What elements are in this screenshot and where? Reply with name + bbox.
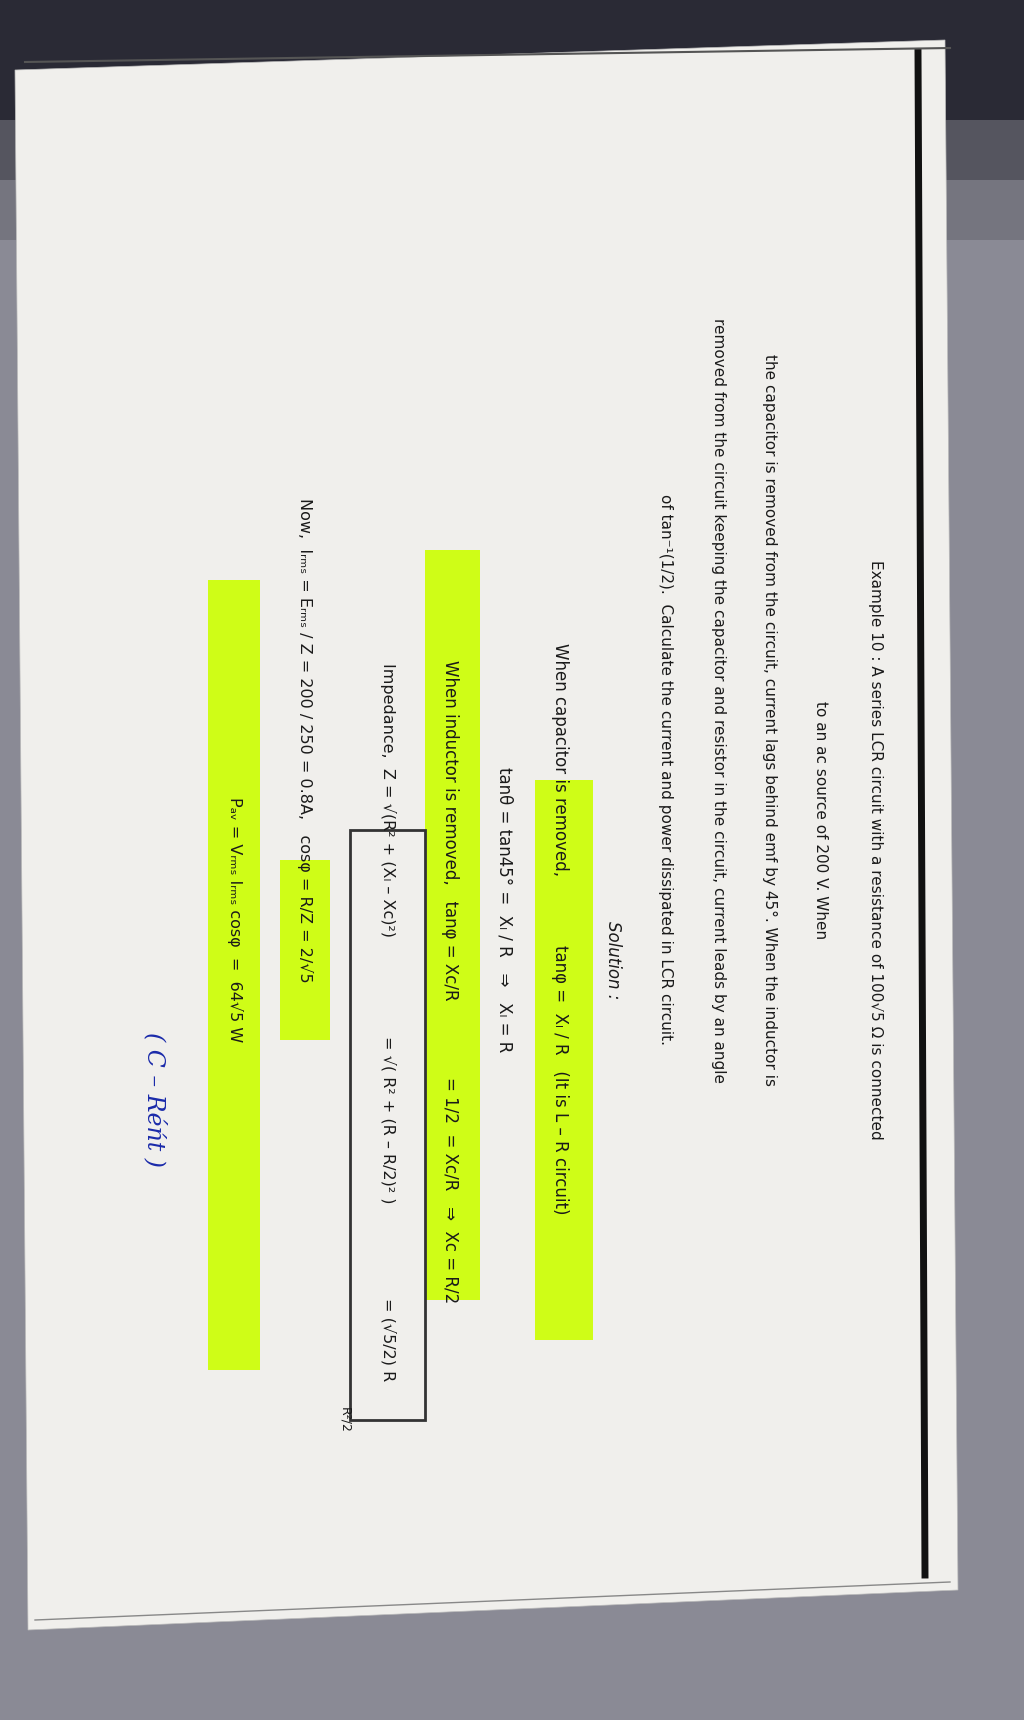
Text: removed from the circuit keeping the capacitor and resistor in the circuit, curr: removed from the circuit keeping the cap… (711, 318, 725, 1082)
Bar (280, 860, 330, 1041)
Text: R²/2: R²/2 (339, 1407, 351, 1433)
Text: Solution :: Solution : (604, 920, 622, 999)
Bar (0, 181, 1024, 241)
Bar (208, 580, 260, 1371)
Text: Pₐᵥ = Vᵣₘₛ Iᵣₘₛ cosφ  =  64√5 W: Pₐᵥ = Vᵣₘₛ Iᵣₘₛ cosφ = 64√5 W (227, 798, 243, 1042)
Text: tanφ =  Xₗ / R   (It is L – R circuit): tanφ = Xₗ / R (It is L – R circuit) (551, 946, 569, 1214)
Bar (425, 550, 480, 1300)
Text: Now,  Iᵣₘₛ = Eᵣₘₛ / Z = 200 / 250 = 0.8A,   cosφ = R/Z = 2/√5: Now, Iᵣₘₛ = Eᵣₘₛ / Z = 200 / 250 = 0.8A,… (297, 497, 313, 982)
Text: tanθ = tan45° =  Xₗ / R   ⇒   Xₗ = R: tanθ = tan45° = Xₗ / R ⇒ Xₗ = R (496, 767, 514, 1053)
Text: = (√5/2) R: = (√5/2) R (380, 1299, 395, 1381)
Text: Example 10 : A series LCR circuit with a resistance of 100√5 Ω is connected: Example 10 : A series LCR circuit with a… (867, 561, 883, 1140)
Text: = √( R² + (R – R/2)² ): = √( R² + (R – R/2)² ) (380, 1035, 395, 1204)
Bar (350, 831, 425, 1421)
Text: When capacitor is removed,: When capacitor is removed, (551, 643, 569, 877)
Text: Impedance,  Z = √(R² + (Xₗ – Xc)²): Impedance, Z = √(R² + (Xₗ – Xc)²) (380, 662, 396, 937)
Text: ( C – Réńt ): ( C – Réńt ) (143, 1032, 167, 1168)
Bar (0, 120, 1024, 181)
Bar (535, 779, 593, 1340)
Text: to an ac source of 200 V. When: to an ac source of 200 V. When (812, 702, 827, 939)
Bar (0, 241, 1024, 1720)
Text: the capacitor is removed from the circuit, current lags behind emf by 45°. When : the capacitor is removed from the circui… (763, 354, 777, 1085)
Polygon shape (15, 40, 958, 1631)
Text: of tan⁻¹(1/2).  Calculate the current and power dissipated in LCR circuit.: of tan⁻¹(1/2). Calculate the current and… (657, 495, 673, 1046)
Bar (0, 0, 1024, 120)
Text: = 1/2  = Xc/R   ⇒  Xc = R/2: = 1/2 = Xc/R ⇒ Xc = R/2 (441, 1077, 459, 1304)
Text: When inductor is removed,   tanφ = Xc/R: When inductor is removed, tanφ = Xc/R (441, 660, 459, 1001)
